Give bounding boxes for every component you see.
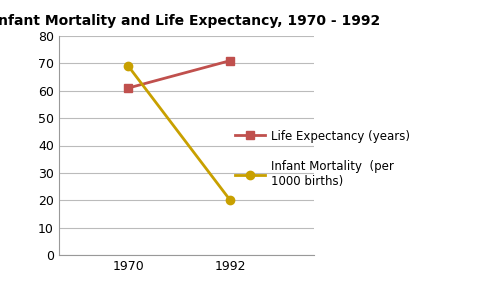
Life Expectancy (years) xyxy=(125,86,131,90)
Life Expectancy (years) xyxy=(227,59,233,62)
Line: Infant Mortality  (per
1000 births): Infant Mortality (per 1000 births) xyxy=(124,62,234,204)
Legend: Life Expectancy (years), Infant Mortality  (per
1000 births): Life Expectancy (years), Infant Mortalit… xyxy=(235,130,410,188)
Title: Infant Mortality and Life Expectancy, 1970 - 1992: Infant Mortality and Life Expectancy, 19… xyxy=(0,14,380,28)
Infant Mortality  (per
1000 births) xyxy=(125,64,131,68)
Line: Life Expectancy (years): Life Expectancy (years) xyxy=(124,56,234,92)
Infant Mortality  (per
1000 births) xyxy=(227,199,233,202)
